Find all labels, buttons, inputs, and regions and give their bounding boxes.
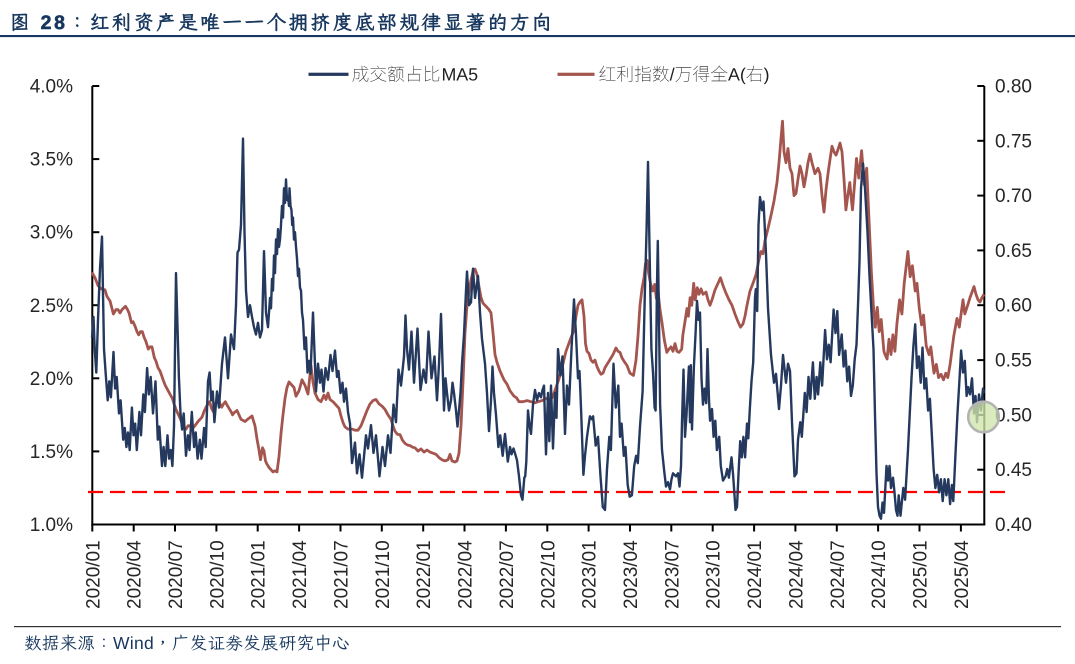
svg-text:0.70: 0.70 xyxy=(995,186,1032,207)
svg-text:1.5%: 1.5% xyxy=(30,442,73,463)
svg-text:0.50: 0.50 xyxy=(995,405,1032,426)
svg-text:2.0%: 2.0% xyxy=(30,369,73,390)
svg-text:3.0%: 3.0% xyxy=(30,223,73,244)
svg-text:2022/01: 2022/01 xyxy=(414,540,435,609)
svg-text:2024/04: 2024/04 xyxy=(786,540,807,609)
svg-text:0.75: 0.75 xyxy=(995,131,1032,152)
svg-text:0.65: 0.65 xyxy=(995,241,1032,262)
svg-text:1.0%: 1.0% xyxy=(30,515,73,536)
svg-text:2020/07: 2020/07 xyxy=(166,540,187,609)
svg-text:2020/04: 2020/04 xyxy=(125,540,146,609)
svg-text:2024/07: 2024/07 xyxy=(828,540,849,609)
svg-text:0.80: 0.80 xyxy=(995,77,1032,98)
svg-text:2023/10: 2023/10 xyxy=(704,540,725,609)
svg-text:2025/01: 2025/01 xyxy=(911,540,932,609)
svg-text:0.55: 0.55 xyxy=(995,351,1032,372)
svg-text:2022/07: 2022/07 xyxy=(497,540,518,609)
svg-text:2021/07: 2021/07 xyxy=(332,540,353,609)
svg-text:2020/10: 2020/10 xyxy=(207,540,228,609)
svg-text:2021/01: 2021/01 xyxy=(249,540,270,609)
svg-text:2023/04: 2023/04 xyxy=(621,540,642,609)
svg-text:2022/10: 2022/10 xyxy=(538,540,559,609)
svg-text:2020/01: 2020/01 xyxy=(83,540,104,609)
svg-text:0.45: 0.45 xyxy=(995,460,1032,481)
svg-text:2025/04: 2025/04 xyxy=(952,540,973,609)
svg-text:2023/01: 2023/01 xyxy=(580,540,601,609)
svg-text:2024/10: 2024/10 xyxy=(869,540,890,609)
svg-text:2023/07: 2023/07 xyxy=(662,540,683,609)
svg-text:2021/10: 2021/10 xyxy=(373,540,394,609)
svg-text:2021/04: 2021/04 xyxy=(290,540,311,609)
svg-text:4.0%: 4.0% xyxy=(30,77,73,98)
svg-text:2024/01: 2024/01 xyxy=(745,540,766,609)
svg-text:2022/04: 2022/04 xyxy=(456,540,477,609)
svg-text:2.5%: 2.5% xyxy=(30,296,73,317)
svg-text:3.5%: 3.5% xyxy=(30,150,73,171)
svg-text:0.40: 0.40 xyxy=(995,515,1032,536)
svg-text:0.60: 0.60 xyxy=(995,296,1032,317)
